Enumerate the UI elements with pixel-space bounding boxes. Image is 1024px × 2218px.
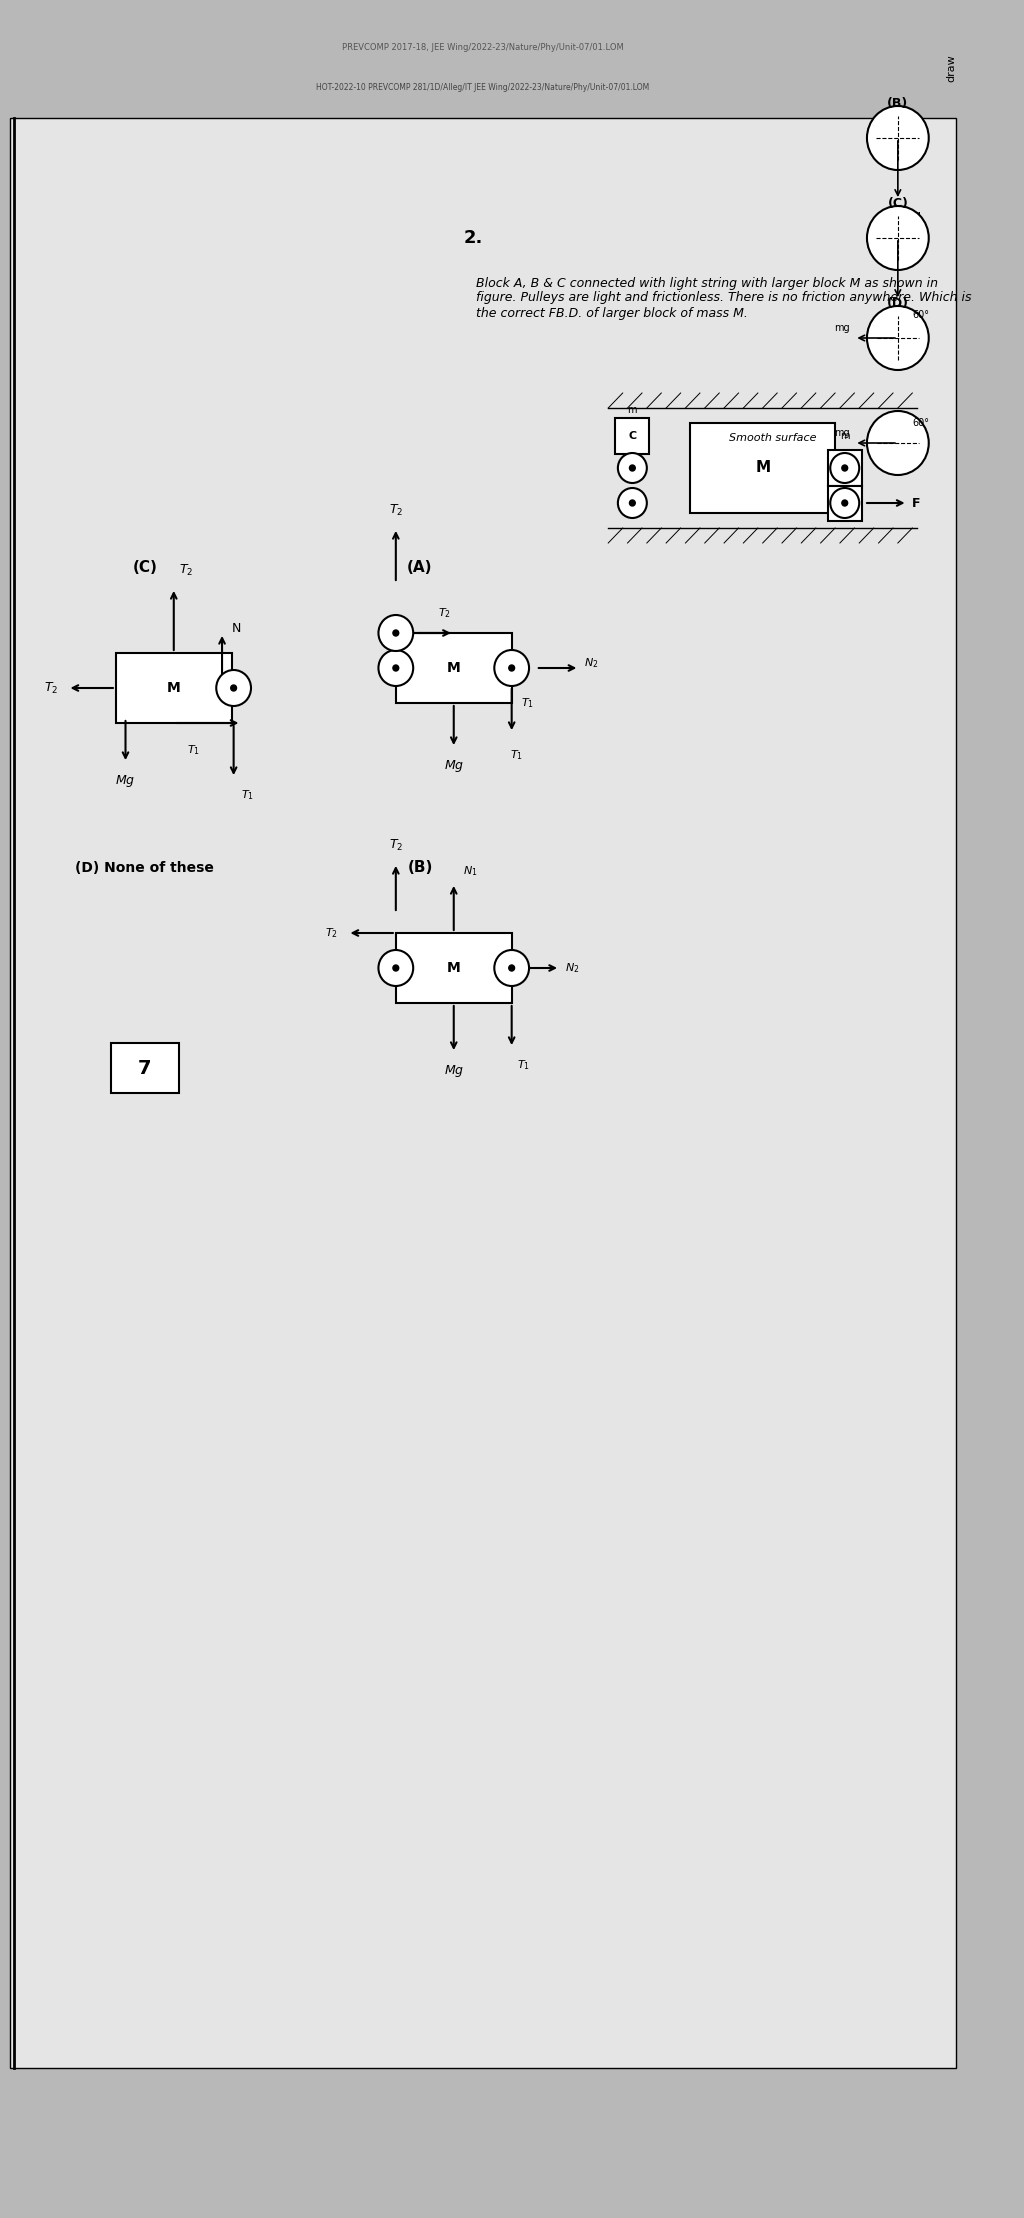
Text: Block A, B & C connected with light string with larger block M as shown in
figur: Block A, B & C connected with light stri… — [476, 277, 972, 319]
Circle shape — [617, 488, 647, 519]
Circle shape — [495, 949, 529, 987]
Circle shape — [630, 499, 635, 506]
Circle shape — [867, 106, 929, 171]
Text: $T_2$: $T_2$ — [178, 563, 193, 579]
Circle shape — [842, 499, 848, 506]
Text: $T_2$: $T_2$ — [437, 606, 451, 621]
Text: (C): (C) — [888, 197, 908, 208]
Text: (D) None of these: (D) None of these — [76, 861, 214, 874]
Text: HOT-2022-10 PREVCOMP 281/1D/Alleg/IT JEE Wing/2022-23/Nature/Phy/Unit-07/01.LOM: HOT-2022-10 PREVCOMP 281/1D/Alleg/IT JEE… — [316, 84, 649, 93]
Circle shape — [630, 466, 635, 470]
Text: M: M — [755, 461, 770, 475]
Text: mg: mg — [834, 324, 850, 333]
Circle shape — [509, 965, 515, 971]
Text: 2.: 2. — [464, 228, 482, 246]
Text: N: N — [231, 621, 241, 634]
Text: 7: 7 — [138, 1058, 152, 1078]
Circle shape — [495, 650, 529, 685]
Text: $Mg$: $Mg$ — [116, 774, 135, 790]
Circle shape — [230, 685, 237, 692]
FancyBboxPatch shape — [9, 118, 955, 2067]
Text: mg: mg — [903, 311, 921, 319]
Text: M: M — [167, 681, 180, 694]
Text: $T_2$: $T_2$ — [389, 503, 403, 519]
Circle shape — [617, 452, 647, 484]
Text: $T_1$: $T_1$ — [516, 1058, 529, 1071]
Text: mg: mg — [903, 211, 921, 220]
Text: $Mg$: $Mg$ — [443, 1062, 464, 1078]
Circle shape — [867, 410, 929, 475]
Circle shape — [830, 452, 859, 484]
Circle shape — [379, 614, 414, 652]
Text: (B): (B) — [408, 861, 433, 876]
Text: M: M — [446, 960, 461, 976]
Text: $T_1$: $T_1$ — [242, 787, 254, 801]
Text: $N_2$: $N_2$ — [565, 960, 580, 976]
Text: mg: mg — [834, 428, 850, 437]
Text: $T_1$: $T_1$ — [186, 743, 200, 756]
Text: (A): (A) — [408, 561, 433, 574]
Text: 60°: 60° — [912, 417, 930, 428]
Text: F: F — [912, 497, 921, 510]
Circle shape — [393, 665, 398, 672]
Bar — [111, 1042, 178, 1093]
Text: 60°: 60° — [912, 311, 930, 319]
Text: draw: draw — [946, 53, 956, 82]
Text: B: B — [841, 464, 849, 472]
Circle shape — [842, 466, 848, 470]
Text: Smooth surface: Smooth surface — [729, 433, 816, 444]
Circle shape — [216, 670, 251, 705]
Circle shape — [509, 665, 515, 672]
Text: $T_1$: $T_1$ — [521, 696, 535, 710]
Bar — [827, 450, 861, 486]
Bar — [396, 632, 512, 703]
Text: $T_1$: $T_1$ — [510, 747, 523, 761]
Text: (C): (C) — [132, 561, 158, 574]
Text: m: m — [840, 430, 850, 441]
Circle shape — [867, 206, 929, 271]
Text: m: m — [840, 470, 850, 481]
Text: M: M — [446, 661, 461, 674]
Circle shape — [379, 650, 414, 685]
Bar — [690, 424, 836, 512]
Text: $T_2$: $T_2$ — [44, 681, 58, 696]
Text: PREVCOMP 2017-18, JEE Wing/2022-23/Nature/Phy/Unit-07/01.LOM: PREVCOMP 2017-18, JEE Wing/2022-23/Natur… — [342, 44, 624, 53]
Bar — [615, 419, 649, 452]
Text: $Mg$: $Mg$ — [443, 759, 464, 774]
Text: m: m — [628, 406, 637, 415]
Circle shape — [379, 949, 414, 987]
Circle shape — [867, 306, 929, 370]
Bar — [827, 486, 861, 521]
Text: C: C — [629, 430, 637, 441]
Text: (B): (B) — [887, 98, 908, 109]
Text: $T_2$: $T_2$ — [325, 927, 338, 940]
Bar — [396, 934, 512, 1003]
Circle shape — [393, 965, 398, 971]
Text: A: A — [841, 499, 849, 508]
Text: $N_1$: $N_1$ — [464, 865, 478, 878]
Circle shape — [393, 630, 398, 637]
Text: $N_2$: $N_2$ — [584, 657, 599, 670]
Text: $T_2$: $T_2$ — [389, 838, 403, 854]
Text: (D): (D) — [887, 297, 909, 311]
Bar — [116, 652, 231, 723]
Circle shape — [830, 488, 859, 519]
